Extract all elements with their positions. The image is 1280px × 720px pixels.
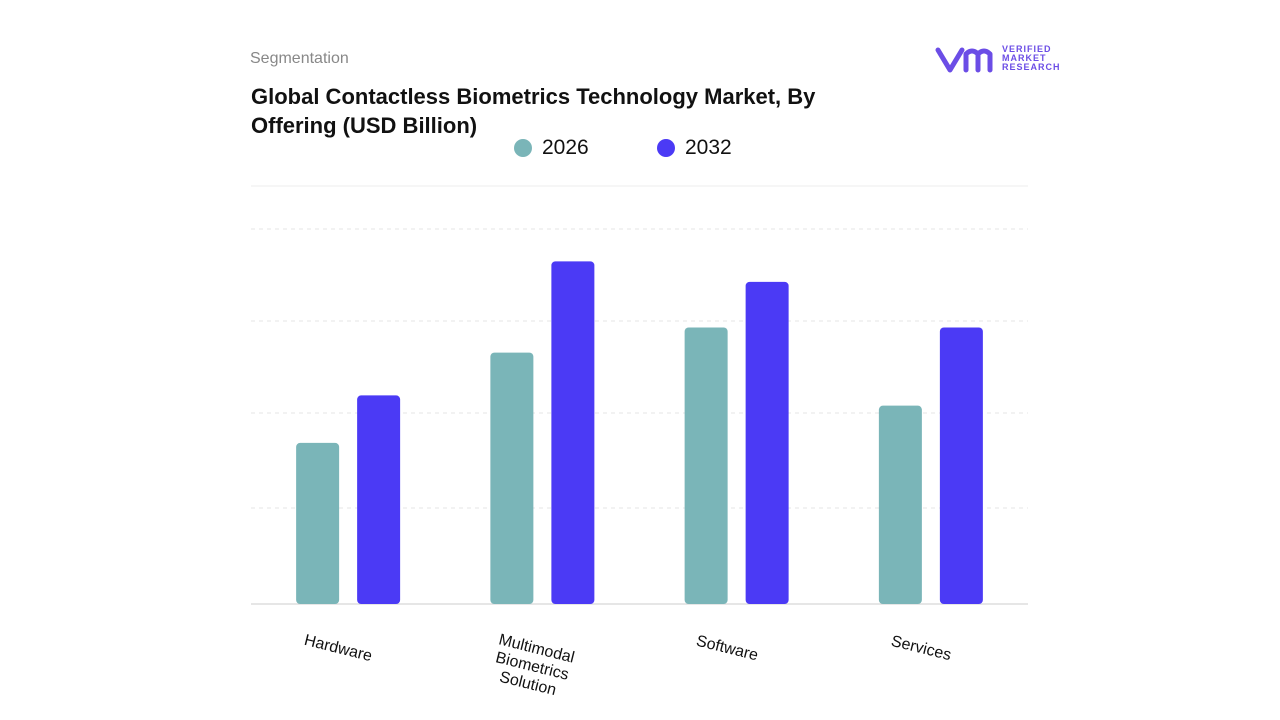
logo-text: VERIFIED MARKET RESEARCH bbox=[1002, 44, 1061, 72]
legend-swatch bbox=[514, 139, 532, 157]
legend-label: 2032 bbox=[685, 136, 732, 159]
bar bbox=[745, 281, 789, 604]
bar bbox=[684, 327, 728, 604]
chart-title: Global Contactless Biometrics Technology… bbox=[251, 84, 816, 138]
bar bbox=[551, 261, 595, 604]
bar bbox=[357, 395, 401, 604]
bar bbox=[490, 352, 534, 604]
subtitle: Segmentation bbox=[250, 50, 349, 67]
logo-mark bbox=[935, 47, 993, 73]
legend-swatch bbox=[657, 139, 675, 157]
legend-label: 2026 bbox=[542, 136, 589, 159]
bar bbox=[878, 405, 922, 604]
bar bbox=[939, 327, 983, 604]
bar bbox=[296, 442, 340, 604]
